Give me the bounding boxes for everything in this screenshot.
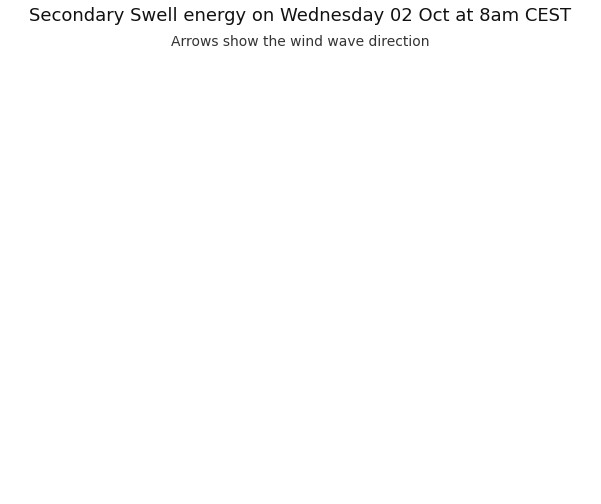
- Text: Secondary Swell energy on Wednesday 02 Oct at 8am CEST: Secondary Swell energy on Wednesday 02 O…: [29, 7, 572, 25]
- Text: Arrows show the wind wave direction: Arrows show the wind wave direction: [171, 35, 430, 49]
- Text: Map data unavailable: Map data unavailable: [225, 274, 376, 288]
